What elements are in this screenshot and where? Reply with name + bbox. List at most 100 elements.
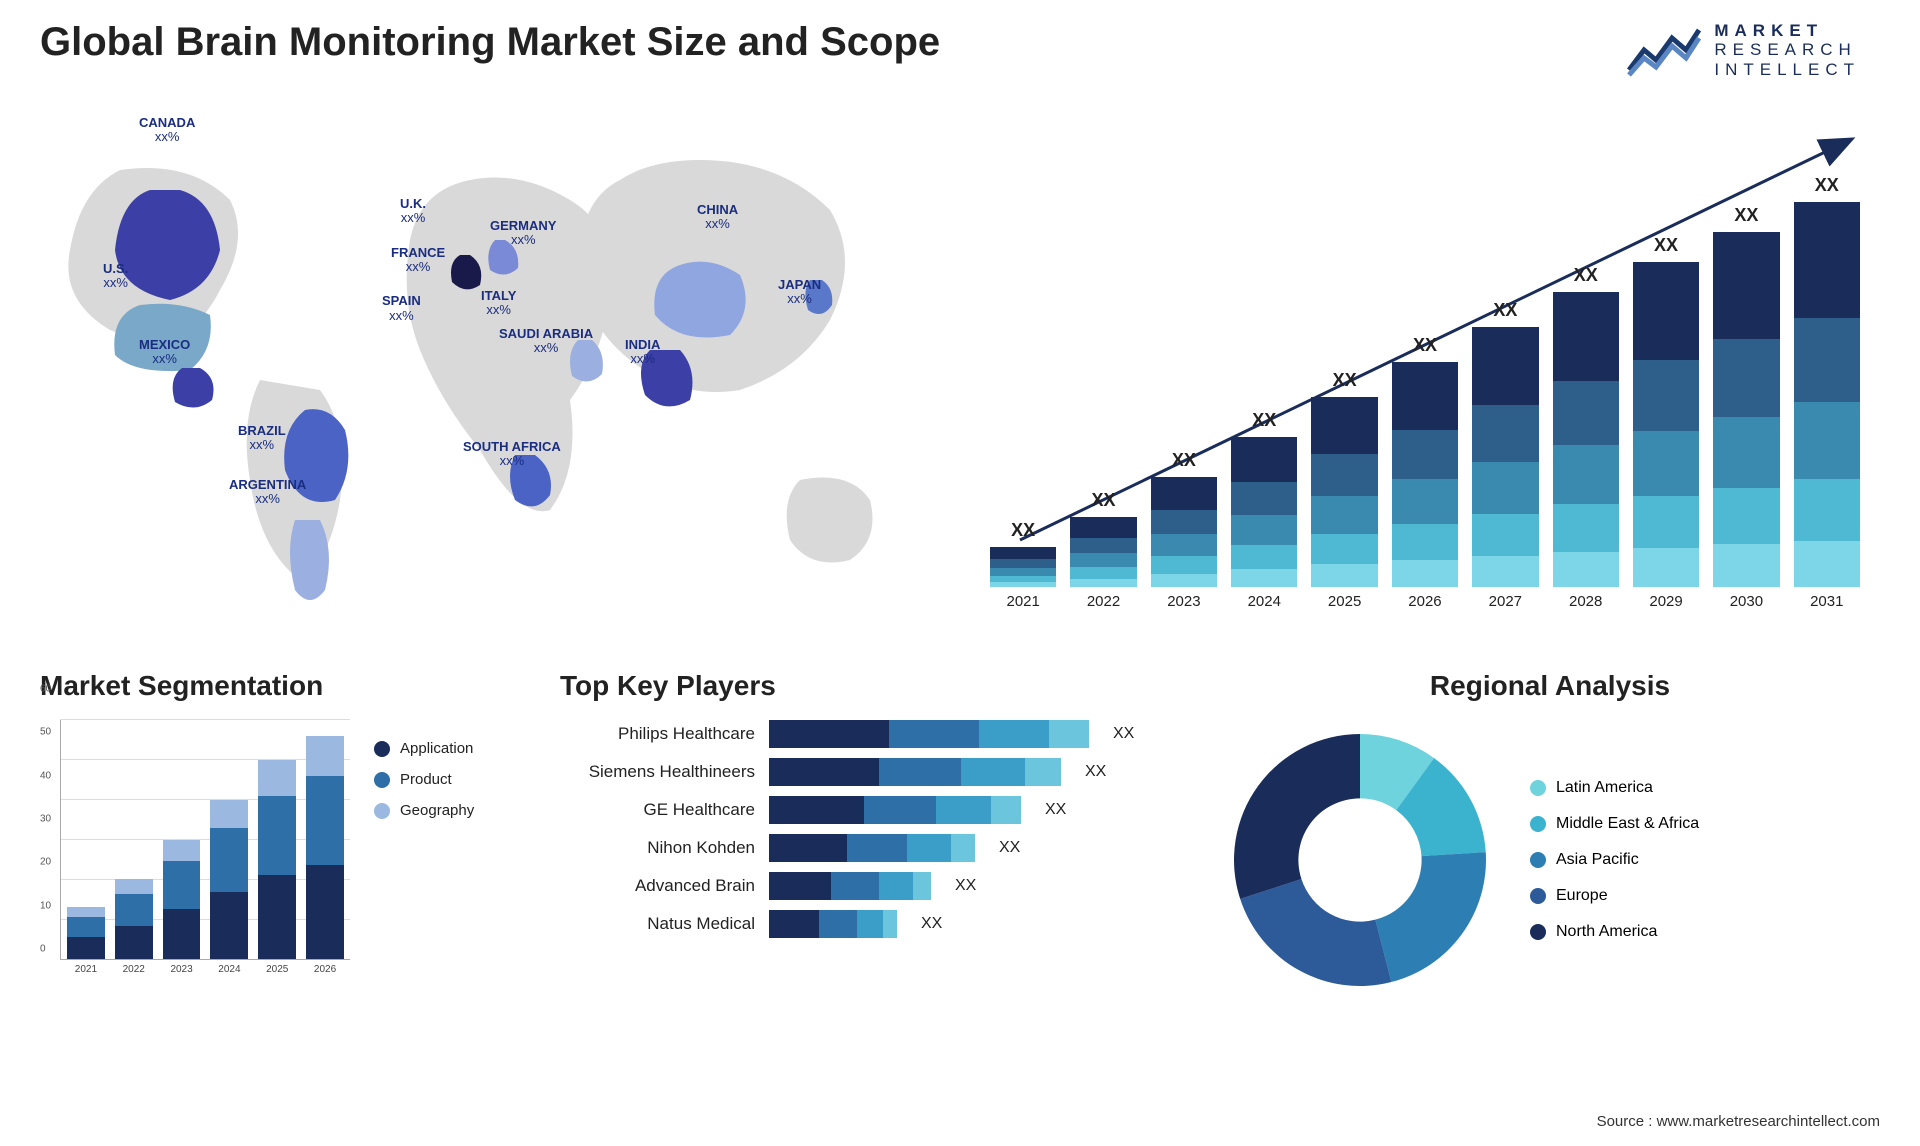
map-label-china: CHINAxx%: [697, 203, 738, 232]
segmentation-title: Market Segmentation: [40, 670, 510, 702]
growth-bar-segment: [1311, 397, 1377, 454]
seg-bar-segment: [210, 892, 248, 959]
player-bar-segment: [819, 910, 857, 938]
growth-bar-value: XX: [1333, 370, 1357, 391]
growth-bar-year: 2024: [1248, 593, 1281, 610]
growth-bar-segment: [1392, 479, 1458, 524]
growth-bar-segment: [1151, 556, 1217, 574]
player-bar-segment: [889, 720, 979, 748]
legend-swatch: [374, 772, 390, 788]
seg-bar-segment: [306, 776, 344, 865]
legend-swatch: [1530, 816, 1546, 832]
growth-bar-segment: [1553, 292, 1619, 381]
growth-bar-segment: [1553, 504, 1619, 551]
player-row: Advanced BrainXX: [560, 872, 1170, 900]
growth-bar-2028: XX2028: [1553, 265, 1619, 610]
player-bar-segment: [1049, 720, 1089, 748]
player-row: GE HealthcareXX: [560, 796, 1170, 824]
seg-bar-segment: [67, 937, 105, 959]
regional-legend-item: Asia Pacific: [1530, 851, 1699, 869]
map-label-spain: SPAINxx%: [382, 294, 421, 323]
growth-bar-segment: [1392, 430, 1458, 480]
growth-bar-segment: [1633, 496, 1699, 548]
growth-bar-value: XX: [1574, 265, 1598, 286]
player-value: XX: [921, 915, 942, 933]
seg-ytick: 60: [40, 684, 58, 695]
regional-legend: Latin AmericaMiddle East & AfricaAsia Pa…: [1530, 779, 1699, 941]
growth-bar-segment: [1794, 202, 1860, 318]
growth-bar-year: 2021: [1006, 593, 1039, 610]
growth-bar-segment: [1151, 534, 1217, 556]
player-bar-segment: [961, 758, 1025, 786]
seg-bar-2025: 2025: [258, 720, 296, 959]
regional-legend-item: North America: [1530, 923, 1699, 941]
growth-bar-2027: XX2027: [1472, 300, 1538, 610]
seg-bar-segment: [67, 917, 105, 938]
seg-bar-segment: [258, 760, 296, 796]
map-label-italy: ITALYxx%: [481, 289, 516, 318]
growth-bar-segment: [1231, 515, 1297, 545]
seg-bar-year: 2025: [258, 964, 296, 975]
seg-ytick: 10: [40, 900, 58, 911]
logo-line1: MARKET: [1714, 21, 1860, 41]
growth-bar-segment: [1472, 556, 1538, 587]
growth-bar-segment: [1633, 431, 1699, 496]
growth-bar-2026: XX2026: [1392, 335, 1458, 610]
player-bar-segment: [864, 796, 936, 824]
growth-bar-year: 2022: [1087, 593, 1120, 610]
growth-bar-year: 2031: [1810, 593, 1843, 610]
player-bar-segment: [857, 910, 883, 938]
segmentation-chart: 202120222023202420252026 0102030405060: [40, 720, 350, 980]
growth-bar-segment: [1713, 544, 1779, 587]
seg-bar-year: 2023: [163, 964, 201, 975]
growth-bar-segment: [1392, 524, 1458, 560]
seg-bar-segment: [258, 796, 296, 876]
growth-bar-segment: [1794, 402, 1860, 479]
seg-ytick: 40: [40, 770, 58, 781]
growth-bar-segment: [1070, 538, 1136, 553]
growth-bar-segment: [1070, 553, 1136, 567]
player-name: Advanced Brain: [560, 876, 755, 896]
seg-bar-segment: [306, 736, 344, 776]
players-panel: Top Key Players Philips HealthcareXXSiem…: [560, 670, 1170, 948]
seg-bar-segment: [115, 894, 153, 926]
growth-bar-segment: [1794, 318, 1860, 403]
growth-bar-segment: [1151, 477, 1217, 510]
seg-bar-segment: [210, 800, 248, 829]
player-bar-segment: [769, 910, 819, 938]
map-label-south-africa: SOUTH AFRICAxx%: [463, 440, 561, 469]
seg-bar-year: 2022: [115, 964, 153, 975]
player-name: GE Healthcare: [560, 800, 755, 820]
growth-bar-segment: [990, 559, 1056, 568]
player-row: Natus MedicalXX: [560, 910, 1170, 938]
growth-bar-segment: [1311, 564, 1377, 587]
growth-bar-2029: XX2029: [1633, 235, 1699, 610]
seg-bar-segment: [306, 865, 344, 959]
map-label-india: INDIAxx%: [625, 338, 660, 367]
growth-bar-segment: [1070, 579, 1136, 587]
growth-bar-value: XX: [1654, 235, 1678, 256]
seg-legend-item: Geography: [374, 802, 474, 819]
growth-bar-year: 2023: [1167, 593, 1200, 610]
seg-bar-segment: [115, 879, 153, 893]
seg-bar-2023: 2023: [163, 720, 201, 959]
brand-logo: MARKET RESEARCH INTELLECT: [1624, 20, 1860, 80]
seg-bar-segment: [115, 926, 153, 959]
seg-ytick: 30: [40, 814, 58, 825]
player-bar-segment: [991, 796, 1021, 824]
growth-bar-2021: XX2021: [990, 520, 1056, 610]
legend-label: Asia Pacific: [1556, 851, 1639, 869]
player-value: XX: [1113, 725, 1134, 743]
legend-swatch: [374, 741, 390, 757]
map-label-france: FRANCExx%: [391, 246, 445, 275]
player-bar-segment: [831, 872, 879, 900]
logo-chart-icon: [1624, 20, 1704, 80]
donut-slice: [1375, 852, 1486, 982]
regional-title: Regional Analysis: [1220, 670, 1880, 702]
player-bar-segment: [769, 872, 831, 900]
player-bar-segment: [769, 796, 864, 824]
player-bar-segment: [879, 872, 913, 900]
legend-swatch: [1530, 924, 1546, 940]
seg-ytick: 20: [40, 857, 58, 868]
growth-bar-year: 2026: [1408, 593, 1441, 610]
